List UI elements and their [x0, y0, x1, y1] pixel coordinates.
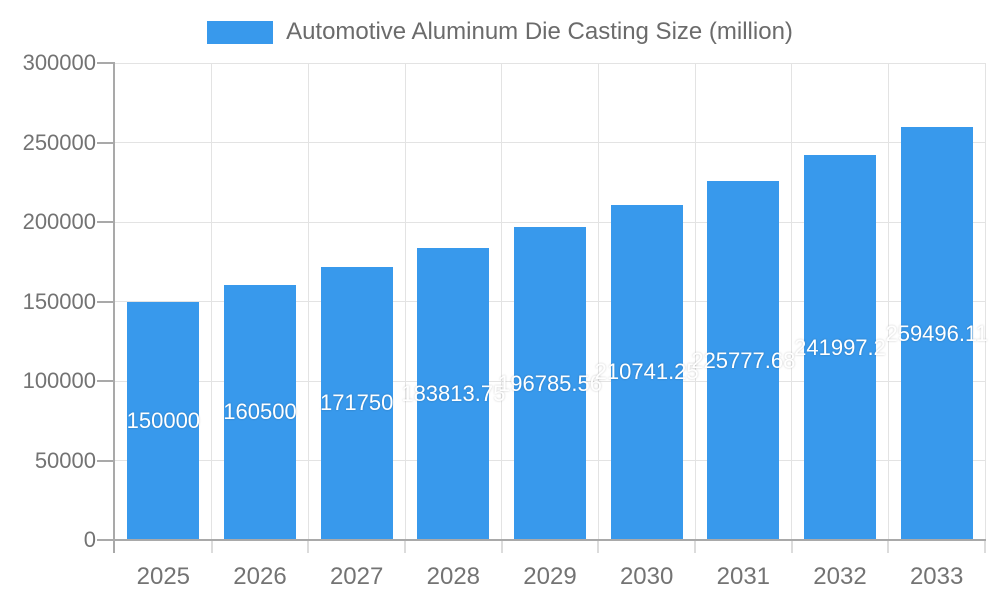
x-tick-2	[307, 541, 310, 553]
legend-marker-swatch[interactable]	[207, 20, 274, 44]
bar-2028[interactable]: 183813.75	[401, 247, 505, 540]
x-axis-label-2029: 2029	[523, 563, 577, 590]
x-tick-7	[790, 541, 793, 553]
plot-area: 150000 160500 171750 183813.75 196785.56 2107…	[115, 62, 988, 540]
h-gridline-250000	[115, 142, 985, 143]
x-axis-label-2030: 2030	[619, 563, 674, 590]
v-gridline-2	[307, 63, 309, 540]
y-tick-label-250000: 250000	[22, 129, 96, 155]
bar-value-label-2030: 210741.25	[594, 359, 699, 385]
v-gridline-7	[791, 63, 793, 540]
y-tick-label-100000: 100000	[22, 368, 96, 393]
x-axis-label-2026: 2026	[233, 563, 287, 590]
x-tick-4	[500, 541, 503, 553]
x-axis-label-2025: 2025	[136, 563, 191, 590]
bar-2031[interactable]: 225777.68	[691, 181, 795, 540]
bar-value-label-2032: 241997.2	[794, 334, 886, 360]
x-tick-1	[210, 541, 213, 553]
bar-value-label-2028: 183813.75	[401, 380, 506, 406]
y-tick-label-150000: 150000	[22, 288, 96, 314]
bar-value-label-2027: 171750	[319, 390, 394, 416]
x-tick-8	[887, 541, 890, 553]
x-axis-label-2031: 2031	[716, 563, 771, 590]
v-gridline-4	[501, 63, 503, 540]
bar-value-label-2025: 150000	[126, 407, 201, 433]
bar-value-label-2031: 225777.68	[691, 347, 796, 373]
x-axis-label-2033: 2033	[909, 563, 964, 590]
x-tick-3	[404, 541, 406, 553]
bar-value-label-2029: 196785.56	[498, 370, 602, 396]
y-tick-50000	[97, 459, 115, 462]
v-gridline-6	[694, 63, 696, 540]
legend-label[interactable]: Automotive Aluminum Die Casting Size (mi…	[286, 18, 793, 45]
x-axis-label-2028: 2028	[426, 563, 481, 590]
bar-2033[interactable]: 259496.11	[885, 127, 988, 540]
x-tick-6	[694, 541, 696, 553]
bar-2025[interactable]: 150000	[126, 301, 201, 540]
x-axis-label-2032: 2032	[813, 563, 867, 590]
v-gridline-1	[211, 63, 213, 540]
y-tick-label-0: 0	[83, 527, 96, 552]
h-gridline-300000	[115, 62, 985, 64]
bar-value-label-2033: 259496.11	[885, 320, 988, 346]
y-tick-label-200000: 200000	[22, 209, 96, 234]
x-axis-line	[113, 539, 986, 541]
x-tick-5	[597, 541, 600, 553]
y-tick-label-300000: 300000	[22, 50, 96, 75]
v-gridline-9	[984, 63, 986, 540]
bar-2027[interactable]: 171750	[319, 266, 394, 540]
legend[interactable]: Automotive Aluminum Die Casting Size (mi…	[0, 18, 1000, 46]
y-tick-100000	[97, 380, 115, 382]
v-gridline-8	[887, 63, 889, 540]
bar-2026[interactable]: 160500	[223, 284, 297, 540]
h-gridline-200000	[115, 221, 985, 223]
y-tick-0	[97, 539, 115, 541]
bar-2030[interactable]: 210741.25	[595, 204, 699, 540]
bar-value-label-2026: 160500	[223, 399, 297, 425]
y-axis-line	[113, 63, 115, 553]
bar-2032[interactable]: 241997.2	[794, 155, 886, 540]
y-tick-150000	[97, 300, 115, 303]
x-axis-label-2027: 2027	[329, 563, 384, 590]
v-gridline-3	[404, 63, 406, 540]
y-tick-300000	[97, 62, 115, 64]
y-tick-250000	[97, 141, 115, 144]
x-tick-9	[984, 541, 986, 553]
bar-2029[interactable]: 196785.56	[498, 227, 602, 540]
y-tick-label-50000: 50000	[34, 447, 96, 473]
v-gridline-5	[597, 63, 599, 540]
y-tick-200000	[97, 221, 115, 223]
